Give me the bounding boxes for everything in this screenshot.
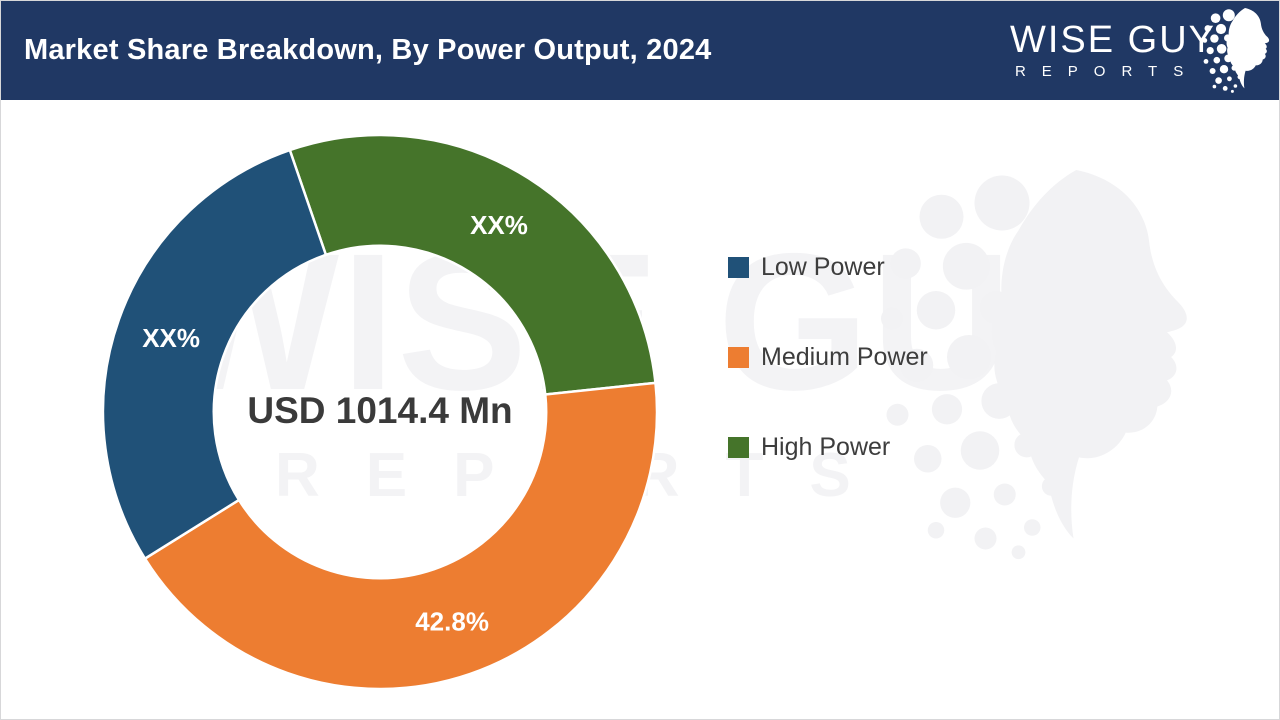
brand-subtitle: REPORTS — [1014, 63, 1200, 80]
legend-swatch-high-power — [728, 436, 749, 458]
brand-logo: WISE GUY REPORTS — [1010, 5, 1272, 95]
donut-slice-high-power — [288, 133, 657, 396]
legend-label: Medium Power — [761, 342, 928, 371]
brand-name: WISE GUY — [1009, 19, 1216, 61]
slice-label-medium-power: 42.8% — [415, 607, 489, 637]
legend-item-high-power: High Power — [728, 432, 928, 462]
legend-item-low-power: Low Power — [728, 252, 928, 282]
brand-text: WISE GUY REPORTS — [1010, 21, 1216, 79]
donut-slice-low-power — [101, 148, 328, 561]
brand-face-logo-icon — [1202, 8, 1270, 93]
slice-label-low-power: XX% — [142, 323, 200, 353]
legend-label: High Power — [761, 432, 891, 461]
page-title: Market Share Breakdown, By Power Output,… — [24, 33, 712, 66]
slice-label-high-power: XX% — [470, 210, 528, 240]
legend-item-medium-power: Medium Power — [728, 342, 928, 372]
legend-label: Low Power — [761, 252, 885, 281]
chart-legend: Low Power Medium Power High Power — [728, 252, 928, 522]
donut-slice-medium-power — [143, 381, 659, 691]
header-bar: Market Share Breakdown, By Power Output,… — [0, 0, 1280, 100]
donut-center-value: USD 1014.4 Mn — [247, 390, 513, 431]
donut-chart-svg: XX% 42.8% XX% — [101, 133, 659, 691]
legend-swatch-medium-power — [728, 346, 749, 368]
legend-swatch-low-power — [728, 256, 749, 278]
